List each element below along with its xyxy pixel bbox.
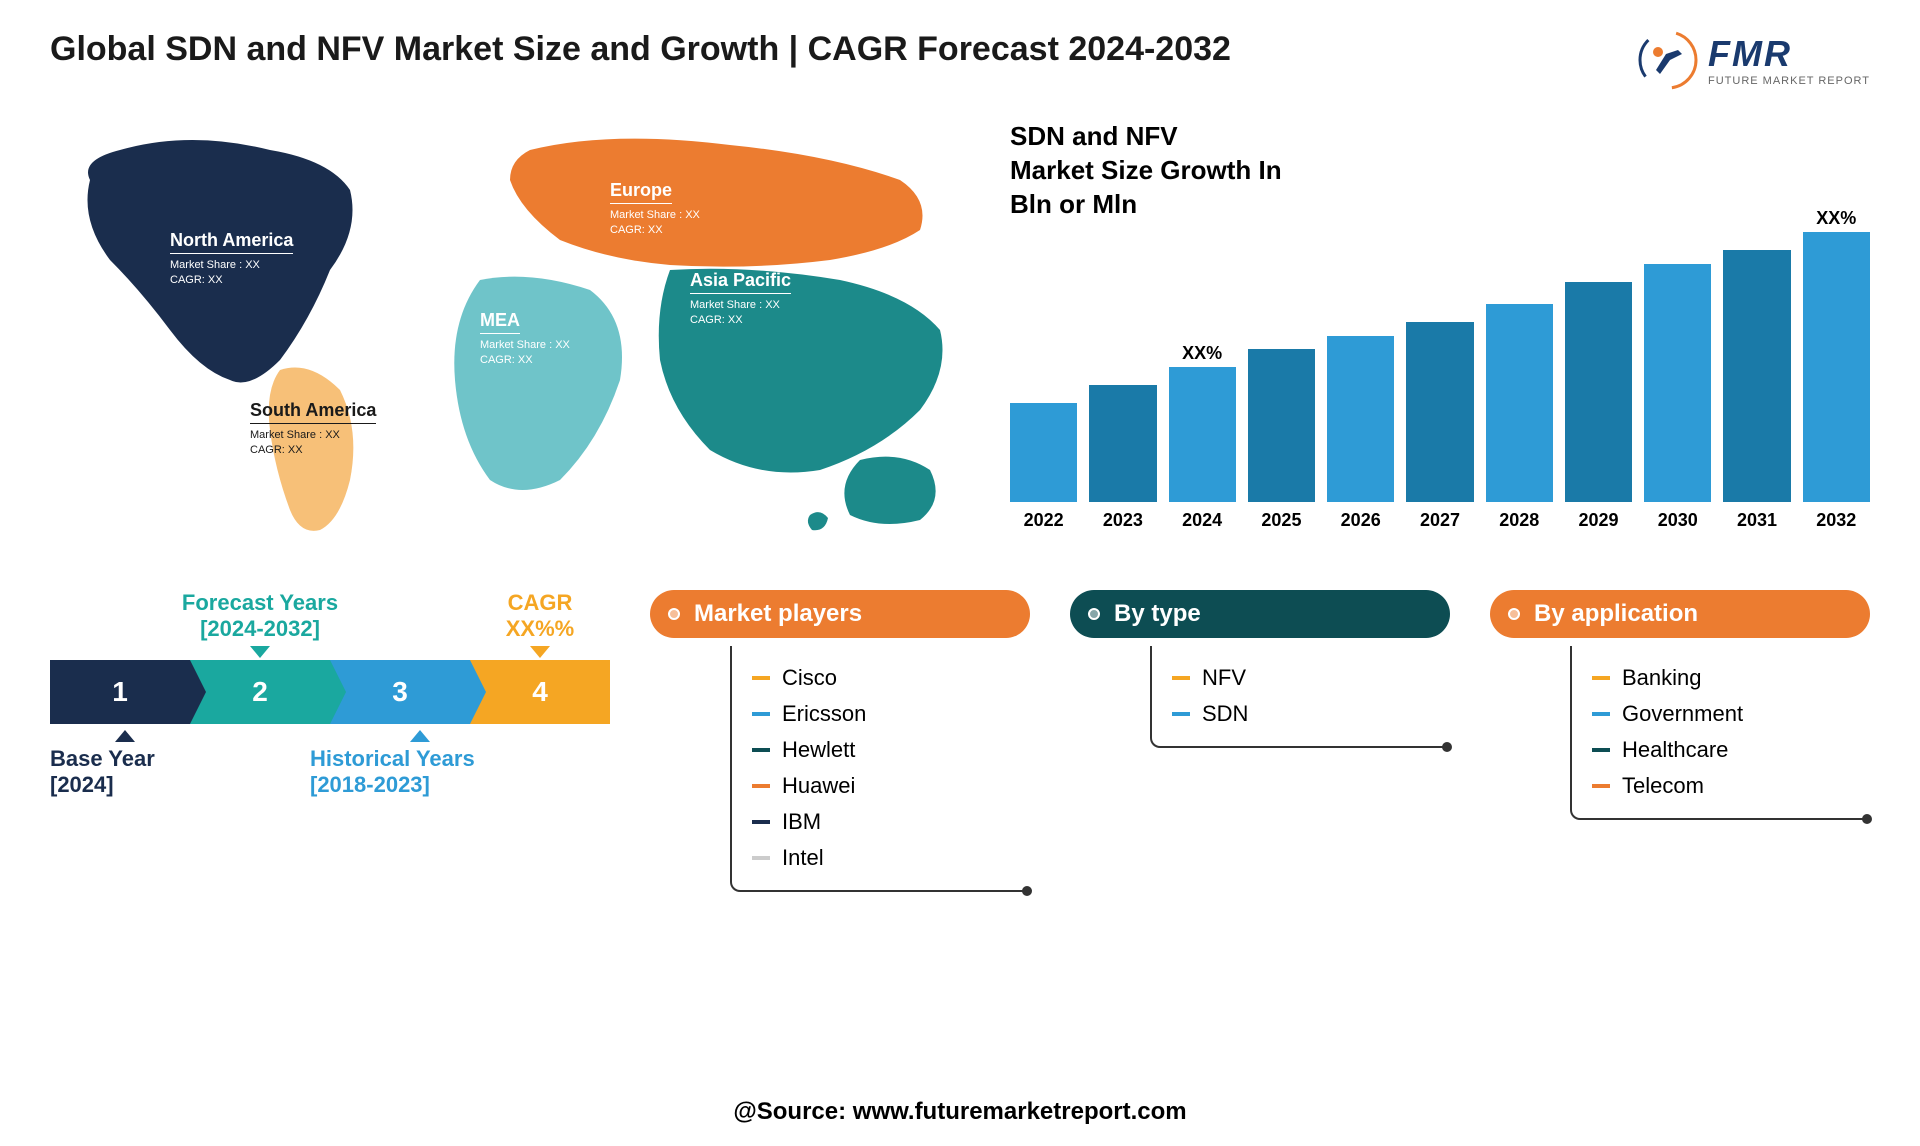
bar-2027: 2027 — [1406, 322, 1473, 531]
list-item: Ericsson — [752, 696, 1030, 732]
list-item: SDN — [1172, 696, 1450, 732]
bar-2031: 2031 — [1723, 250, 1790, 531]
list-item: Banking — [1592, 660, 1870, 696]
timeline-seg-2: 2 — [190, 660, 330, 724]
bar-2030: 2030 — [1644, 264, 1711, 532]
list-item: NFV — [1172, 660, 1450, 696]
category-2: By application BankingGovernmentHealthcar… — [1490, 590, 1870, 892]
cagr-label: CAGR XX%% — [480, 590, 600, 658]
brand-logo: FMR FUTURE MARKET REPORT — [1638, 30, 1870, 90]
list-item: IBM — [752, 804, 1030, 840]
source-attribution: @Source: www.futuremarketreport.com — [0, 1098, 1920, 1126]
bar-2028: 2028 — [1486, 304, 1553, 531]
region-mea: MEAMarket Share : XXCAGR: XX — [480, 310, 570, 369]
list-item: Healthcare — [1592, 732, 1870, 768]
category-header: By application — [1490, 590, 1870, 638]
timeline-seg-1: 1 — [50, 660, 190, 724]
category-header: By type — [1070, 590, 1450, 638]
list-item: Cisco — [752, 660, 1030, 696]
logo-tagline: FUTURE MARKET REPORT — [1708, 75, 1870, 87]
page-title: Global SDN and NFV Market Size and Growt… — [50, 30, 1231, 69]
category-1: By type NFVSDN — [1070, 590, 1450, 892]
region-eu: EuropeMarket Share : XXCAGR: XX — [610, 180, 700, 239]
list-item: Telecom — [1592, 768, 1870, 804]
bar-chart: SDN and NFVMarket Size Growth InBln or M… — [1010, 120, 1870, 540]
list-item: Hewlett — [752, 732, 1030, 768]
historical-label: Historical Years [2018-2023] — [310, 730, 530, 798]
timeline-seg-3: 3 — [330, 660, 470, 724]
timeline: Forecast Years [2024-2032] CAGR XX%% 123… — [50, 590, 610, 820]
bar-2025: 2025 — [1248, 349, 1315, 531]
timeline-seg-4: 4 — [470, 660, 610, 724]
list-item: Government — [1592, 696, 1870, 732]
region-na: North AmericaMarket Share : XXCAGR: XX — [170, 230, 293, 289]
region-sa: South AmericaMarket Share : XXCAGR: XX — [250, 400, 376, 459]
forecast-label: Forecast Years [2024-2032] — [170, 590, 350, 658]
bar-2032: XX%2032 — [1803, 232, 1870, 531]
logo-brand: FMR — [1708, 33, 1870, 75]
bar-2022: 2022 — [1010, 403, 1077, 531]
category-header: Market players — [650, 590, 1030, 638]
category-0: Market players CiscoEricssonHewlettHuawei… — [650, 590, 1030, 892]
base-year-label: Base Year [2024] — [50, 730, 200, 798]
bar-2024: XX%2024 — [1169, 367, 1236, 531]
chart-title: SDN and NFVMarket Size Growth InBln or M… — [1010, 120, 1870, 221]
world-map: North AmericaMarket Share : XXCAGR: XX So… — [50, 120, 970, 540]
telescope-icon — [1638, 30, 1698, 90]
bar-2029: 2029 — [1565, 282, 1632, 532]
list-item: Intel — [752, 840, 1030, 876]
list-item: Huawei — [752, 768, 1030, 804]
bar-2026: 2026 — [1327, 336, 1394, 532]
region-ap: Asia PacificMarket Share : XXCAGR: XX — [690, 270, 791, 329]
bar-2023: 2023 — [1089, 385, 1156, 531]
